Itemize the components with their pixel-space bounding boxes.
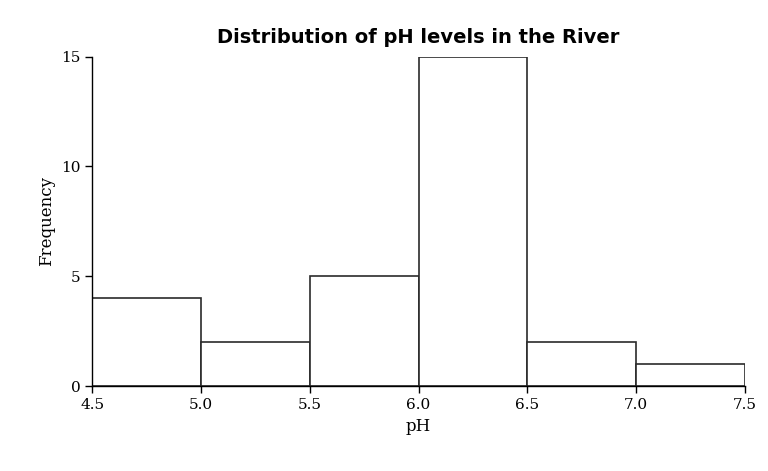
Bar [419, 57, 528, 386]
X-axis label: pH: pH [406, 418, 431, 435]
Bar [92, 298, 201, 386]
Y-axis label: Frequency: Frequency [38, 176, 55, 267]
Bar [528, 342, 636, 386]
Bar [636, 364, 745, 386]
Bar [310, 276, 419, 386]
Bar [201, 342, 310, 386]
Title: Distribution of pH levels in the River: Distribution of pH levels in the River [217, 28, 620, 47]
